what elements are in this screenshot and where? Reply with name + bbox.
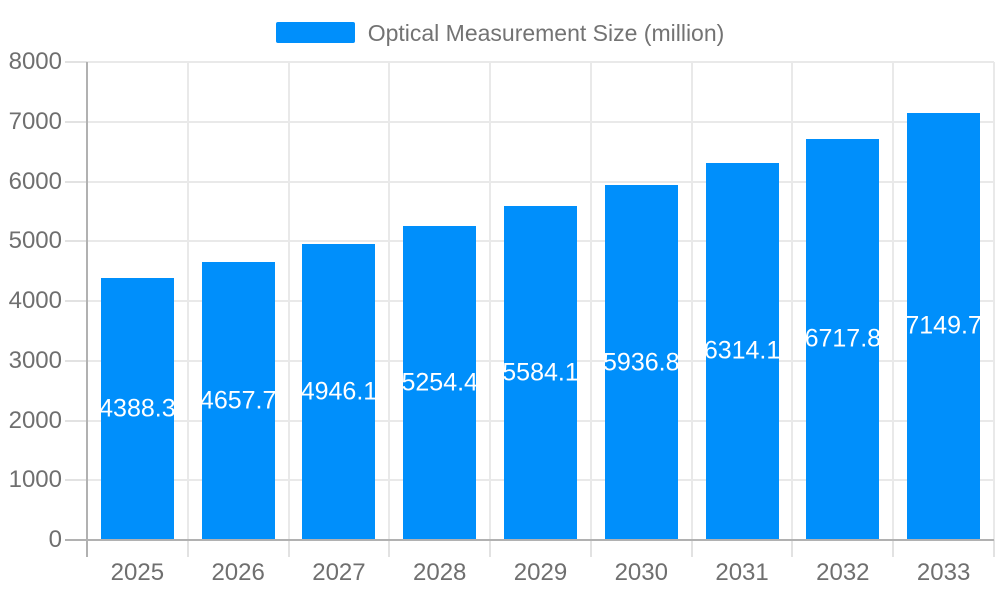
x-axis-label: 2028 [413,559,467,586]
x-axis-label: 2030 [614,559,668,586]
x-tick [186,540,189,557]
bar[interactable] [403,226,477,540]
y-tick [65,61,87,63]
x-tick [993,540,995,557]
x-tick [690,540,693,557]
y-axis-label: 0 [48,526,62,553]
legend-item[interactable]: Optical Measurement Size (million) [0,14,1000,50]
x-axis-line [65,539,994,541]
y-axis-label: 8000 [8,48,62,75]
y-axis-label: 2000 [8,406,62,434]
y-axis-label: 7000 [8,107,62,135]
y-axis-label: 1000 [8,466,62,494]
h-gridline [87,180,994,183]
x-axis-label: 2032 [816,559,870,586]
y-axis-label: 4000 [8,287,62,314]
x-axis-label: 2027 [312,559,366,586]
x-tick [589,540,592,557]
h-gridline [87,120,994,123]
bar-value-label: 5936.8 [603,348,680,377]
bar-value-label: 4388.3 [99,394,176,423]
x-axis-label: 2033 [916,559,971,586]
h-gridline [87,61,994,63]
y-tick [65,240,87,243]
y-axis-label: 6000 [8,167,62,195]
bar[interactable] [907,112,981,540]
bar-value-label: 7149.7 [905,311,982,340]
bar[interactable] [302,244,376,540]
y-tick [65,359,87,362]
x-axis-label: 2026 [211,559,265,586]
bar-value-label: 4657.7 [199,386,277,415]
bar[interactable] [705,162,779,540]
bar-value-label: 6717.8 [804,324,882,353]
bar[interactable] [201,261,275,540]
bar[interactable] [604,185,678,540]
y-tick [65,180,87,183]
bar[interactable] [806,138,880,540]
y-axis-line [86,62,88,557]
bar[interactable] [504,206,577,540]
y-tick [65,479,87,482]
legend-label: Optical Measurement Size (million) [367,19,725,46]
bar[interactable] [100,277,174,540]
v-gridline [993,62,995,540]
x-tick [892,540,895,557]
x-axis-label: 2025 [110,559,165,586]
bar-value-label: 5584.1 [502,358,579,387]
y-tick [65,120,87,123]
legend-swatch [275,21,355,43]
x-tick [287,540,290,557]
y-tick [65,300,87,302]
bar-value-label: 4946.1 [300,377,378,406]
x-tick [489,540,492,557]
y-axis-label: 3000 [8,346,62,374]
x-axis-label: 2031 [715,559,769,586]
x-tick [388,540,391,557]
bar-value-label: 5254.4 [401,368,478,397]
bar-value-label: 6314.1 [703,336,781,365]
x-tick [791,540,794,557]
y-axis-label: 5000 [8,227,62,255]
y-tick [65,419,87,422]
x-axis-label: 2029 [513,559,568,586]
